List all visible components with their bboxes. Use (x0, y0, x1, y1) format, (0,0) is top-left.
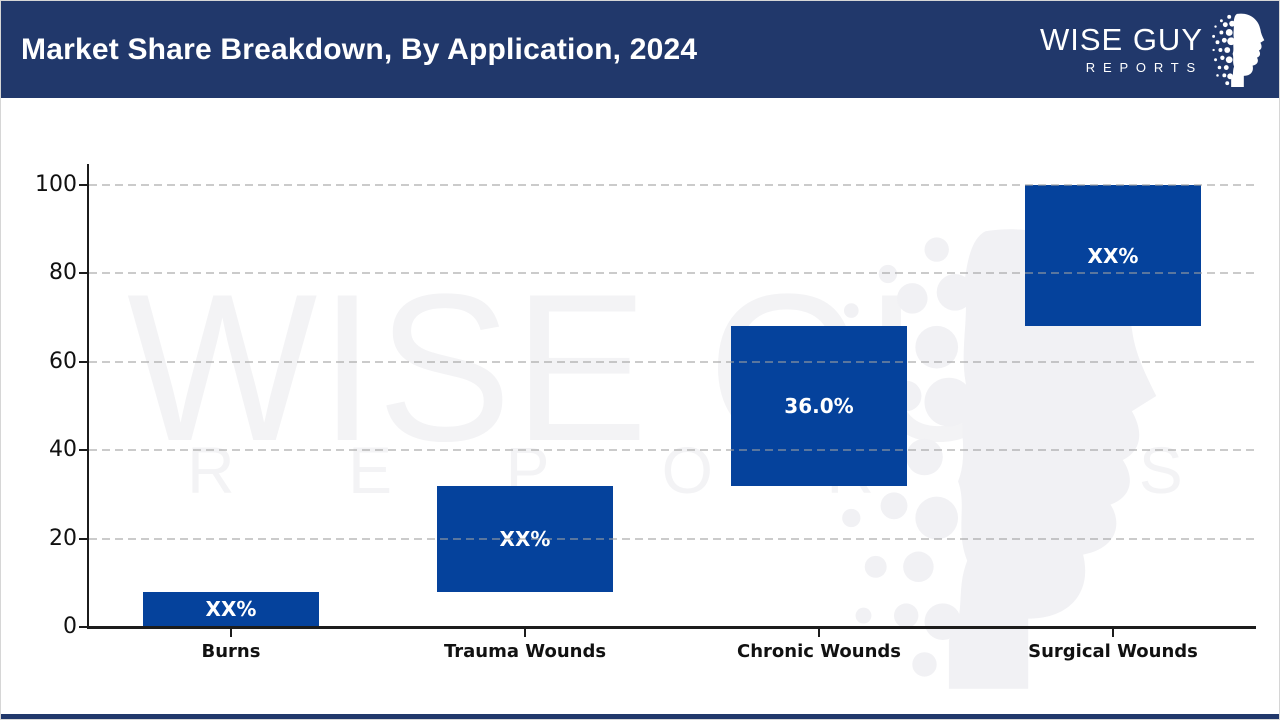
y-tick-label-60: 60 (49, 348, 77, 374)
x-category-label: Chronic Wounds (737, 641, 901, 662)
y-tick-0 (79, 626, 88, 628)
y-tick-label-100: 100 (35, 172, 77, 197)
x-axis-line (87, 626, 1256, 629)
y-tick-60 (79, 360, 88, 363)
bar-value-label: 36.0% (784, 393, 854, 418)
bar-burns: XX% (143, 591, 319, 627)
wiseguy-face-icon (1212, 13, 1265, 87)
x-category-label: Burns (201, 641, 261, 662)
gridline-y-40 (89, 449, 1254, 452)
y-tick-label-20: 20 (49, 525, 77, 551)
logo-name: WISE GUY (1039, 22, 1203, 57)
wiseguy-logo-text: WISE GUY REPORTS (1040, 24, 1203, 75)
x-category-label: Surgical Wounds (1028, 641, 1198, 662)
y-tick-20 (79, 537, 88, 540)
x-tick-4 (1112, 629, 1114, 637)
y-tick-label-80: 80 (49, 260, 77, 286)
gridline-y-60 (89, 360, 1254, 363)
y-tick-label-40: 40 (49, 437, 77, 463)
x-category-label: Trauma Wounds (443, 641, 607, 662)
x-tick-2 (524, 629, 526, 637)
footer-bar (1, 714, 1279, 719)
bar-value-label: XX% (1087, 243, 1139, 268)
logo-subtitle: REPORTS (1085, 60, 1203, 75)
bar-chronic-wounds: 36.0% (731, 326, 907, 486)
bar-surgical-wounds: XX% (1025, 185, 1201, 327)
x-tick-1 (230, 629, 232, 637)
y-tick-40 (79, 449, 88, 452)
page-title: Market Share Breakdown, By Application, … (21, 32, 698, 66)
header-bar: Market Share Breakdown, By Application, … (1, 1, 1279, 98)
y-tick-100 (79, 184, 88, 186)
bar-value-label: XX% (205, 597, 257, 622)
wiseguy-logo: WISE GUY REPORTS (1040, 11, 1267, 89)
x-tick-3 (818, 629, 820, 637)
y-axis-line (87, 164, 89, 628)
gridline-y-100 (89, 184, 1254, 186)
gridline-y-80 (89, 272, 1254, 275)
y-tick-label-0: 0 (63, 614, 77, 639)
gridline-y-20 (89, 537, 1254, 540)
y-tick-80 (79, 272, 88, 275)
